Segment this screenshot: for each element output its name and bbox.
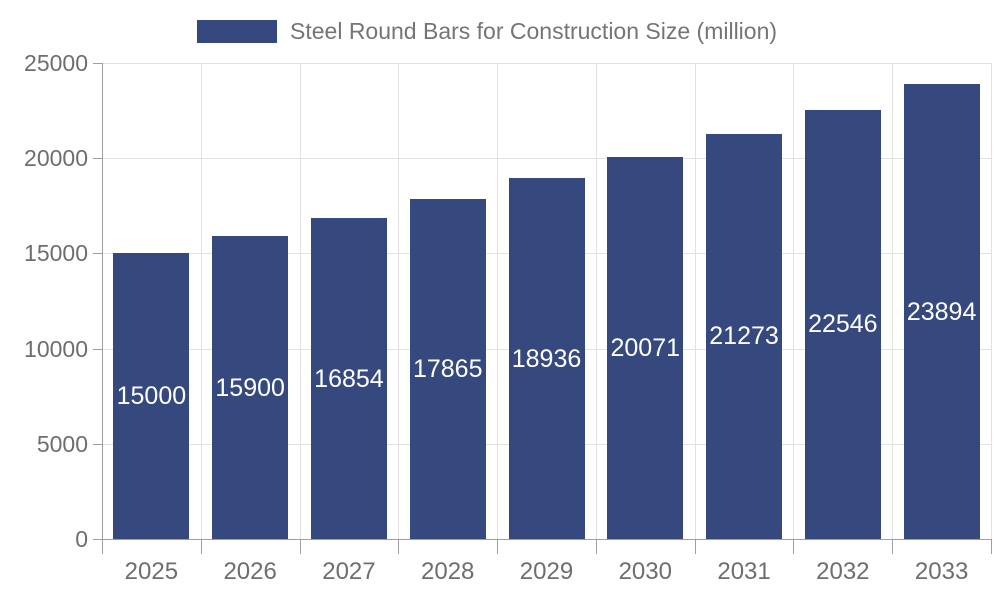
y-axis-tick [93,253,102,255]
x-axis-tick [299,539,301,554]
gridline-vertical [497,63,499,539]
gridline-vertical [991,63,992,539]
x-axis-tick [595,539,597,554]
bar-value-label: 17865 [412,354,483,383]
legend[interactable]: Steel Round Bars for Construction Size (… [197,17,777,45]
gridline-vertical [892,63,894,539]
bar-value-label: 23894 [906,297,977,326]
x-axis-tick [398,539,400,554]
y-tick-label: 5000 [36,430,88,457]
bar-2028 [409,198,486,539]
x-tick-label: 2027 [322,558,376,585]
bar-value-label: 21273 [709,322,779,351]
gridline-vertical [299,63,301,539]
x-tick-label: 2025 [124,558,179,585]
y-tick-label: 0 [75,526,88,552]
bar-value-label: 16854 [314,364,384,393]
legend-swatch [197,19,277,43]
bar-value-label: 18936 [511,344,582,373]
x-tick-label: 2031 [717,558,771,585]
y-tick-label: 15000 [24,240,88,267]
bar-2030 [607,156,684,539]
bar-2032 [804,109,881,539]
y-tick-label: 10000 [24,335,88,362]
bar-value-label: 22546 [808,310,878,339]
y-axis-tick [93,443,102,445]
x-tick-label: 2030 [618,558,672,585]
x-axis-tick [991,539,992,554]
y-tick-label: 25000 [24,50,88,76]
y-axis-line [102,63,103,540]
x-axis-tick [694,539,696,554]
bar-2025 [113,253,190,539]
y-axis-tick [93,63,102,64]
x-axis-tick [200,539,202,554]
x-tick-label: 2029 [519,558,574,585]
gridline-vertical [595,63,597,539]
bar-value-label: 15000 [116,382,187,411]
bar-2026 [212,236,289,539]
gridline-horizontal [102,63,991,64]
y-tick-label: 20000 [24,145,88,172]
x-tick-label: 2032 [816,558,870,585]
gridline-vertical [793,63,795,539]
legend-label: Steel Round Bars for Construction Size (… [290,18,778,44]
bar-value-label: 20071 [610,333,681,362]
y-axis-tick [93,348,102,350]
bar-2029 [508,178,585,539]
x-axis-tick [793,539,795,554]
gridline-vertical [694,63,696,539]
y-axis-tick [93,158,102,160]
x-axis-line [93,539,991,540]
x-axis-tick [497,539,499,554]
bar-2033 [903,84,980,539]
gridline-horizontal [102,158,991,160]
bar-2031 [706,133,783,539]
x-tick-label: 2026 [223,558,277,585]
gridline-vertical [398,63,400,539]
x-tick-label: 2028 [421,558,475,585]
bar-value-label: 15900 [215,373,285,402]
x-axis-tick [892,539,894,554]
gridline-vertical [200,63,202,539]
x-tick-label: 2033 [914,558,969,585]
bar-2027 [310,218,387,539]
x-axis-tick [102,539,103,554]
